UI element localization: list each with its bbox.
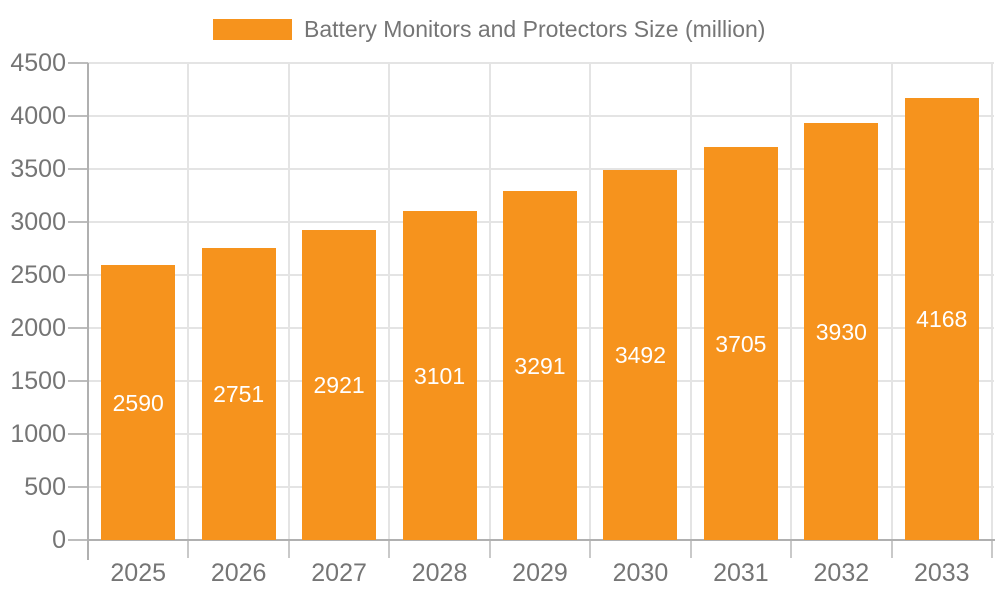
bar[interactable]: 3930 [804, 123, 879, 540]
gridline-vertical [890, 63, 893, 540]
x-axis-label: 2030 [612, 559, 669, 587]
legend-label: Battery Monitors and Protectors Size (mi… [304, 16, 766, 42]
gridline-horizontal [88, 168, 994, 170]
bar-value-label: 2921 [313, 372, 365, 399]
y-axis-tick [68, 274, 88, 276]
y-axis-label: 0 [52, 526, 66, 554]
bar[interactable]: 3705 [703, 147, 778, 540]
x-axis-tick [388, 540, 391, 558]
x-axis-tick [187, 540, 190, 558]
x-axis-label: 2026 [210, 559, 267, 587]
bar-value-label: 2590 [112, 389, 164, 416]
y-axis-label: 1000 [10, 420, 66, 448]
y-axis-label: 4500 [10, 49, 66, 77]
bar[interactable]: 3101 [402, 211, 477, 540]
y-axis-tick [68, 62, 88, 64]
bar[interactable]: 4168 [904, 98, 979, 540]
bar[interactable]: 3291 [503, 191, 577, 540]
x-axis-label: 2031 [713, 559, 769, 587]
gridline-vertical [790, 63, 793, 540]
bar-value-label: 3101 [413, 362, 466, 389]
bar-value-label: 3291 [514, 352, 566, 379]
gridline-vertical [488, 63, 491, 540]
gridline-vertical [187, 63, 190, 540]
y-axis-tick [68, 327, 88, 329]
x-axis-label: 2027 [311, 559, 367, 587]
x-axis-label: 2033 [913, 559, 970, 587]
bar-value-label: 3492 [614, 341, 667, 368]
y-axis-tick [68, 380, 88, 382]
x-axis-label: 2029 [512, 559, 568, 587]
gridline-vertical [991, 63, 993, 540]
bar[interactable]: 2751 [201, 248, 276, 540]
y-axis-tick [68, 539, 88, 541]
y-axis-tick [68, 486, 88, 488]
bar-value-label: 3930 [815, 318, 867, 345]
gridline-vertical [689, 63, 692, 540]
x-axis-line [87, 539, 995, 541]
bar-value-label: 3705 [715, 330, 767, 357]
y-axis-tick [68, 221, 88, 223]
y-axis-tick [68, 115, 88, 117]
bar-value-label: 2751 [213, 381, 265, 408]
x-axis-tick [790, 540, 793, 558]
gridline-vertical [287, 63, 290, 540]
legend[interactable]: Battery Monitors and Protectors Size (mi… [213, 16, 765, 43]
y-axis-label: 500 [24, 473, 66, 501]
x-axis-label: 2025 [110, 559, 167, 587]
y-axis-label: 4000 [10, 102, 66, 130]
gridline-horizontal [88, 115, 994, 117]
y-axis-label: 3000 [10, 208, 66, 236]
y-axis-tick [68, 168, 88, 170]
y-axis-label: 2500 [10, 261, 66, 289]
y-axis-label: 3500 [10, 155, 66, 183]
x-axis-tick [991, 540, 993, 558]
gridline-horizontal [88, 62, 994, 64]
y-axis-tick [68, 433, 88, 435]
bar[interactable]: 2921 [302, 230, 377, 540]
x-axis-tick [287, 540, 290, 558]
gridline-vertical [388, 63, 391, 540]
y-axis-label: 1500 [10, 367, 66, 395]
gridline-vertical [589, 63, 592, 540]
x-axis-tick [890, 540, 893, 558]
x-axis-label: 2028 [411, 559, 468, 587]
x-axis-tick [689, 540, 692, 558]
x-axis-label: 2032 [813, 559, 870, 587]
y-axis-label: 2000 [10, 314, 66, 342]
bar[interactable]: 2590 [101, 265, 176, 540]
x-axis-tick [589, 540, 592, 558]
y-axis-line [87, 63, 89, 560]
bar[interactable]: 3492 [603, 169, 678, 540]
bar-value-label: 4168 [916, 306, 968, 333]
x-axis-tick [488, 540, 491, 558]
legend-swatch [213, 19, 292, 40]
